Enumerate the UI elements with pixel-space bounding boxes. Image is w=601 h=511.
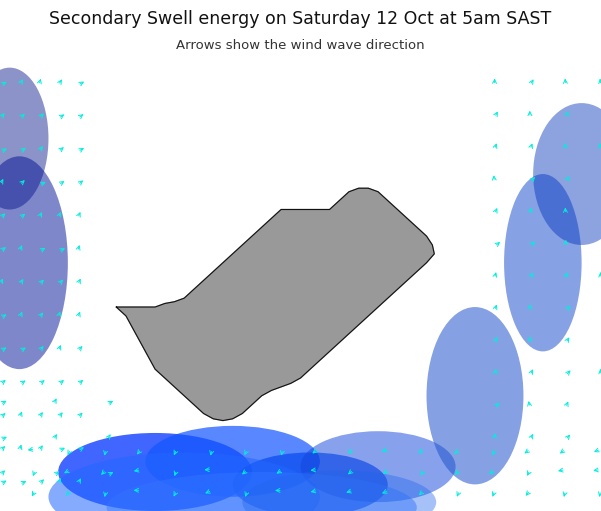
Ellipse shape: [49, 452, 320, 511]
Ellipse shape: [233, 452, 388, 511]
Text: Arrows show the wind wave direction: Arrows show the wind wave direction: [176, 39, 425, 52]
Ellipse shape: [427, 307, 523, 484]
Ellipse shape: [300, 431, 456, 502]
Polygon shape: [117, 188, 435, 421]
Text: Secondary Swell energy on Saturday 12 Oct at 5am SAST: Secondary Swell energy on Saturday 12 Oc…: [49, 10, 552, 28]
Ellipse shape: [242, 470, 436, 511]
Ellipse shape: [0, 156, 68, 369]
Ellipse shape: [145, 426, 320, 497]
Ellipse shape: [58, 433, 252, 511]
Ellipse shape: [504, 174, 582, 352]
Ellipse shape: [106, 472, 417, 511]
Ellipse shape: [0, 67, 49, 210]
Ellipse shape: [533, 103, 601, 245]
